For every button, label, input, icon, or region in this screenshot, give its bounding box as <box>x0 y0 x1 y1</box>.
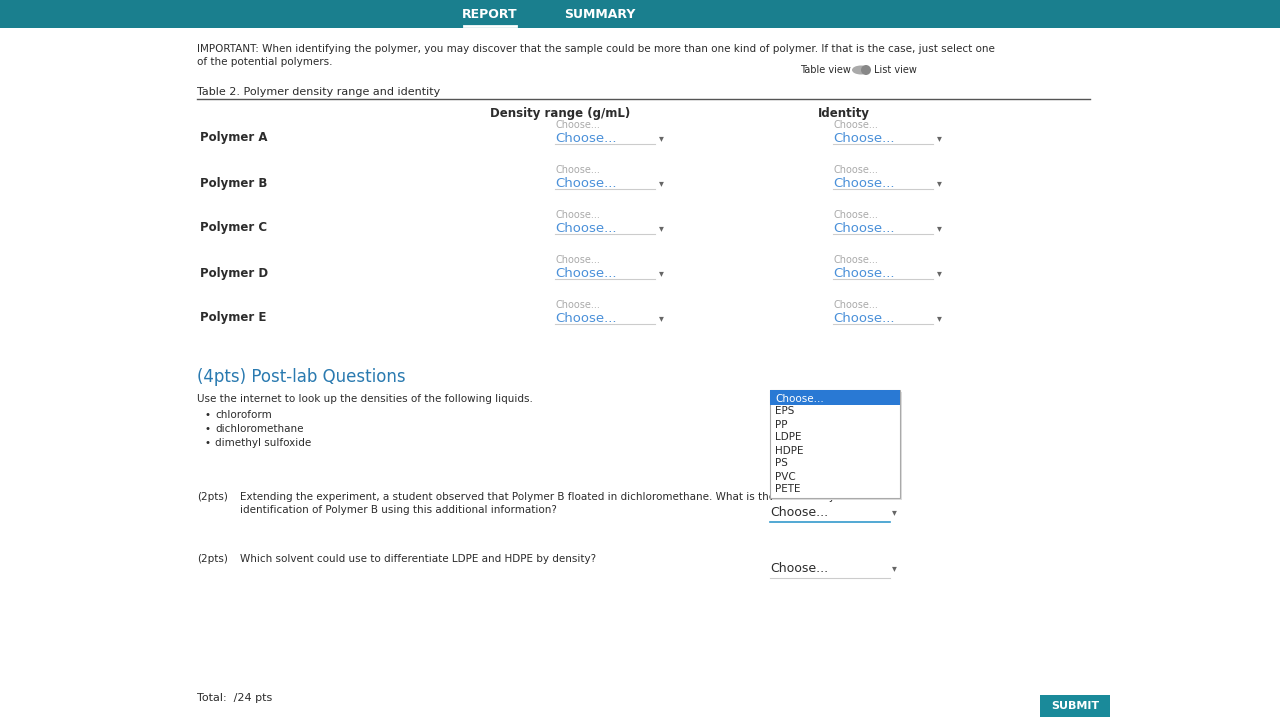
Text: Choose...: Choose... <box>833 267 895 280</box>
Text: PS: PS <box>774 459 788 469</box>
Text: EPS: EPS <box>774 407 795 416</box>
Text: ▾: ▾ <box>659 268 663 278</box>
Text: Identity: Identity <box>818 107 870 120</box>
Text: PETE: PETE <box>774 485 800 495</box>
Text: ▾: ▾ <box>937 313 941 323</box>
Bar <box>771 390 900 405</box>
Text: dimethyl sulfoxide: dimethyl sulfoxide <box>215 438 311 448</box>
Text: Choose...: Choose... <box>771 506 828 519</box>
Text: Choose...: Choose... <box>833 255 878 265</box>
Bar <box>0 0 1280 28</box>
Text: Choose...: Choose... <box>556 255 600 265</box>
Text: Choose...: Choose... <box>771 562 828 575</box>
Text: Choose...: Choose... <box>556 132 617 145</box>
Text: ▾: ▾ <box>937 268 941 278</box>
Text: Choose...: Choose... <box>556 312 617 325</box>
Text: (2pts): (2pts) <box>197 554 228 564</box>
Bar <box>771 390 900 498</box>
Text: PP: PP <box>774 420 787 430</box>
Text: •: • <box>204 438 210 448</box>
Text: Choose...: Choose... <box>833 222 895 235</box>
Text: Total:  /24 pts: Total: /24 pts <box>197 693 273 703</box>
Text: •: • <box>204 410 210 420</box>
Text: Which solvent could use to differentiate LDPE and HDPE by density?: Which solvent could use to differentiate… <box>241 554 596 564</box>
Text: Density range (g/mL): Density range (g/mL) <box>490 107 630 120</box>
Text: Choose...: Choose... <box>833 177 895 190</box>
Text: Choose...: Choose... <box>556 165 600 175</box>
Text: Choose...: Choose... <box>556 210 600 220</box>
Text: of the potential polymers.: of the potential polymers. <box>197 57 333 67</box>
Text: identification of Polymer B using this additional information?: identification of Polymer B using this a… <box>241 505 557 515</box>
Text: (2pts): (2pts) <box>197 492 228 502</box>
Text: •: • <box>204 424 210 434</box>
Text: Choose...: Choose... <box>556 300 600 310</box>
Text: Extending the experiment, a student observed that Polymer B floated in dichlorom: Extending the experiment, a student obse… <box>241 492 835 502</box>
Text: HDPE: HDPE <box>774 446 804 456</box>
Text: Choose...: Choose... <box>833 312 895 325</box>
Text: REPORT: REPORT <box>462 7 518 20</box>
Text: Choose...: Choose... <box>556 222 617 235</box>
Text: ▾: ▾ <box>937 223 941 233</box>
Text: Table 2. Polymer density range and identity: Table 2. Polymer density range and ident… <box>197 87 440 97</box>
Text: Polymer E: Polymer E <box>200 312 266 325</box>
Text: Polymer A: Polymer A <box>200 132 268 145</box>
Text: dichloromethane: dichloromethane <box>215 424 303 434</box>
Text: ▾: ▾ <box>659 178 663 188</box>
Circle shape <box>861 65 870 75</box>
Text: Choose...: Choose... <box>833 300 878 310</box>
Text: LDPE: LDPE <box>774 433 801 443</box>
Text: ▾: ▾ <box>659 133 663 143</box>
Text: Choose...: Choose... <box>556 120 600 130</box>
Text: Choose...: Choose... <box>833 165 878 175</box>
Text: Choose...: Choose... <box>833 132 895 145</box>
Text: Polymer C: Polymer C <box>200 222 268 235</box>
Ellipse shape <box>852 66 870 74</box>
Text: IMPORTANT: When identifying the polymer, you may discover that the sample could : IMPORTANT: When identifying the polymer,… <box>197 44 995 54</box>
Text: ▾: ▾ <box>659 313 663 323</box>
Text: ▾: ▾ <box>892 507 896 517</box>
Text: List view: List view <box>874 65 916 75</box>
Bar <box>772 392 902 500</box>
Bar <box>1039 695 1110 717</box>
Text: Choose...: Choose... <box>556 177 617 190</box>
Text: Choose...: Choose... <box>833 120 878 130</box>
Text: Choose...: Choose... <box>774 394 824 403</box>
Text: ▾: ▾ <box>937 133 941 143</box>
Text: SUMMARY: SUMMARY <box>564 7 636 20</box>
Text: Choose...: Choose... <box>556 267 617 280</box>
Text: Choose...: Choose... <box>833 210 878 220</box>
Text: Use the internet to look up the densities of the following liquids.: Use the internet to look up the densitie… <box>197 394 532 404</box>
Text: PVC: PVC <box>774 472 796 482</box>
Text: Polymer D: Polymer D <box>200 266 268 279</box>
Text: Polymer B: Polymer B <box>200 176 268 189</box>
Text: ▾: ▾ <box>892 563 896 573</box>
Text: (4pts) Post-lab Questions: (4pts) Post-lab Questions <box>197 368 406 386</box>
Text: Table view: Table view <box>800 65 851 75</box>
Text: chloroform: chloroform <box>215 410 271 420</box>
Text: ▾: ▾ <box>937 178 941 188</box>
Text: ▾: ▾ <box>659 223 663 233</box>
Text: SUBMIT: SUBMIT <box>1051 701 1100 711</box>
